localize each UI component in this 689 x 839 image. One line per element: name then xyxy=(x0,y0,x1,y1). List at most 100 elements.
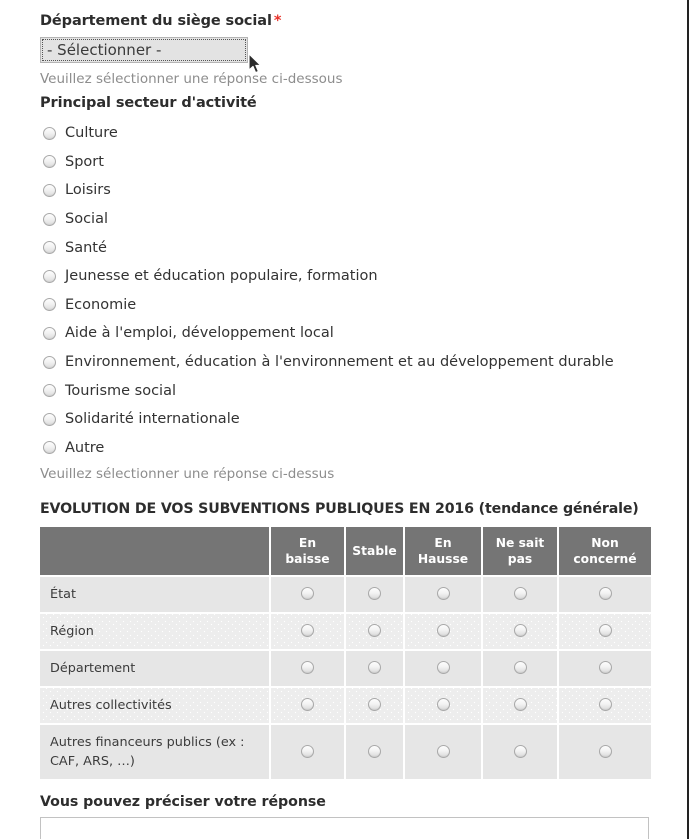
sector-radio-9[interactable] xyxy=(43,384,56,398)
sector-option-row[interactable]: Santé xyxy=(40,233,647,262)
matrix-radio-r2-c2[interactable] xyxy=(436,661,450,675)
matrix-radio-r3-c2[interactable] xyxy=(436,698,450,712)
matrix-cell[interactable] xyxy=(481,686,557,724)
sector-option-label[interactable]: Environnement, éducation à l'environneme… xyxy=(65,354,614,371)
sector-radio-2[interactable] xyxy=(43,183,56,197)
department-select[interactable]: - Sélectionner - xyxy=(40,37,248,63)
sector-help-text: Veuillez sélectionner une réponse ci-des… xyxy=(40,466,335,483)
sector-option-row[interactable]: Loisirs xyxy=(40,176,647,205)
matrix-cell[interactable] xyxy=(269,686,344,724)
matrix-radio-r1-c0[interactable] xyxy=(301,624,314,638)
sector-option-label[interactable]: Culture xyxy=(65,125,118,142)
matrix-cell[interactable] xyxy=(403,686,481,724)
matrix-cell[interactable] xyxy=(481,575,557,613)
matrix-radio-r1-c2[interactable] xyxy=(436,624,450,638)
matrix-radio-r2-c0[interactable] xyxy=(301,661,314,675)
matrix-cell[interactable] xyxy=(403,723,481,780)
matrix-row-label: Autres financeurs publics (ex : CAF, ARS… xyxy=(40,723,269,780)
department-label: Département du siège social * xyxy=(40,12,647,31)
sector-option-row[interactable]: Solidarité internationale xyxy=(40,405,647,434)
matrix-radio-r0-c0[interactable] xyxy=(301,587,314,601)
department-label-text: Département du siège social xyxy=(40,13,272,29)
matrix-radio-r1-c4[interactable] xyxy=(598,624,612,638)
sector-option-label[interactable]: Social xyxy=(65,211,108,228)
sector-option-label[interactable]: Autre xyxy=(65,439,105,456)
matrix-radio-r2-c4[interactable] xyxy=(598,661,612,675)
sector-radio-11[interactable] xyxy=(43,441,56,455)
comment-textarea[interactable] xyxy=(40,817,649,839)
matrix-cell[interactable] xyxy=(269,575,344,613)
matrix-corner-cell xyxy=(40,527,269,576)
matrix-radio-r0-c3[interactable] xyxy=(513,587,527,601)
sector-option-row[interactable]: Aide à l'emploi, développement local xyxy=(40,319,647,348)
matrix-cell[interactable] xyxy=(269,612,344,650)
matrix-row: Autres collectivités xyxy=(40,686,651,724)
sector-option-label[interactable]: Sport xyxy=(65,153,104,170)
matrix-radio-r4-c2[interactable] xyxy=(436,744,450,758)
matrix-radio-r3-c4[interactable] xyxy=(598,698,612,712)
subsidies-matrix-title: EVOLUTION DE VOS SUBVENTIONS PUBLIQUES E… xyxy=(40,501,639,518)
matrix-cell[interactable] xyxy=(269,649,344,687)
sector-option-row[interactable]: Culture xyxy=(40,119,647,148)
matrix-row: État xyxy=(40,575,651,613)
matrix-radio-r4-c0[interactable] xyxy=(301,744,314,758)
matrix-cell[interactable] xyxy=(403,649,481,687)
matrix-cell[interactable] xyxy=(269,723,344,780)
matrix-cell[interactable] xyxy=(344,612,403,650)
matrix-radio-r4-c1[interactable] xyxy=(368,744,381,758)
sector-option-row[interactable]: Sport xyxy=(40,148,647,177)
matrix-column-header: Non concerné xyxy=(557,527,651,576)
matrix-radio-r4-c4[interactable] xyxy=(598,744,612,758)
matrix-radio-r4-c3[interactable] xyxy=(513,744,527,758)
matrix-radio-r3-c3[interactable] xyxy=(513,698,527,712)
sector-radio-0[interactable] xyxy=(43,126,56,140)
sector-option-label[interactable]: Solidarité internationale xyxy=(65,411,240,428)
sector-option-label[interactable]: Jeunesse et éducation populaire, formati… xyxy=(65,268,378,285)
sector-option-label[interactable]: Loisirs xyxy=(65,182,111,199)
sector-option-row[interactable]: Jeunesse et éducation populaire, formati… xyxy=(40,262,647,291)
sector-option-label[interactable]: Economie xyxy=(65,296,137,313)
sector-option-label[interactable]: Aide à l'emploi, développement local xyxy=(65,325,334,342)
matrix-cell[interactable] xyxy=(403,575,481,613)
sector-radio-1[interactable] xyxy=(43,155,56,169)
sector-option-row[interactable]: Social xyxy=(40,205,647,234)
matrix-cell[interactable] xyxy=(344,686,403,724)
matrix-cell[interactable] xyxy=(481,723,557,780)
matrix-cell[interactable] xyxy=(557,575,651,613)
matrix-radio-r2-c3[interactable] xyxy=(513,661,527,675)
matrix-cell[interactable] xyxy=(557,723,651,780)
matrix-radio-r0-c2[interactable] xyxy=(436,587,450,601)
sector-radio-7[interactable] xyxy=(43,326,56,340)
sector-option-label[interactable]: Santé xyxy=(65,239,107,256)
required-asterisk: * xyxy=(273,13,282,29)
matrix-cell[interactable] xyxy=(344,575,403,613)
sector-radio-6[interactable] xyxy=(43,298,56,312)
matrix-cell[interactable] xyxy=(557,686,651,724)
matrix-radio-r0-c4[interactable] xyxy=(598,587,612,601)
matrix-radio-r3-c0[interactable] xyxy=(301,698,314,712)
matrix-cell[interactable] xyxy=(344,723,403,780)
sector-radio-3[interactable] xyxy=(43,212,56,226)
matrix-radio-r3-c1[interactable] xyxy=(368,698,381,712)
matrix-cell[interactable] xyxy=(481,649,557,687)
matrix-radio-r1-c3[interactable] xyxy=(513,624,527,638)
sector-option-row[interactable]: Economie xyxy=(40,291,647,320)
sector-radio-10[interactable] xyxy=(43,412,56,426)
matrix-radio-r1-c1[interactable] xyxy=(368,624,381,638)
sector-radio-4[interactable] xyxy=(43,241,56,255)
matrix-radio-r2-c1[interactable] xyxy=(368,661,381,675)
sector-radio-8[interactable] xyxy=(43,355,56,369)
matrix-cell[interactable] xyxy=(557,649,651,687)
matrix-radio-r0-c1[interactable] xyxy=(368,587,381,601)
sector-radio-5[interactable] xyxy=(43,269,56,283)
sector-option-label[interactable]: Tourisme social xyxy=(65,382,176,399)
sector-option-row[interactable]: Autre xyxy=(40,434,647,463)
matrix-cell[interactable] xyxy=(481,612,557,650)
sector-option-row[interactable]: Environnement, éducation à l'environneme… xyxy=(40,348,647,377)
matrix-cell[interactable] xyxy=(403,612,481,650)
matrix-cell[interactable] xyxy=(557,612,651,650)
matrix-cell[interactable] xyxy=(344,649,403,687)
comment-field-group: Vous pouvez préciser votre réponse xyxy=(40,793,649,839)
sector-option-row[interactable]: Tourisme social xyxy=(40,376,647,405)
